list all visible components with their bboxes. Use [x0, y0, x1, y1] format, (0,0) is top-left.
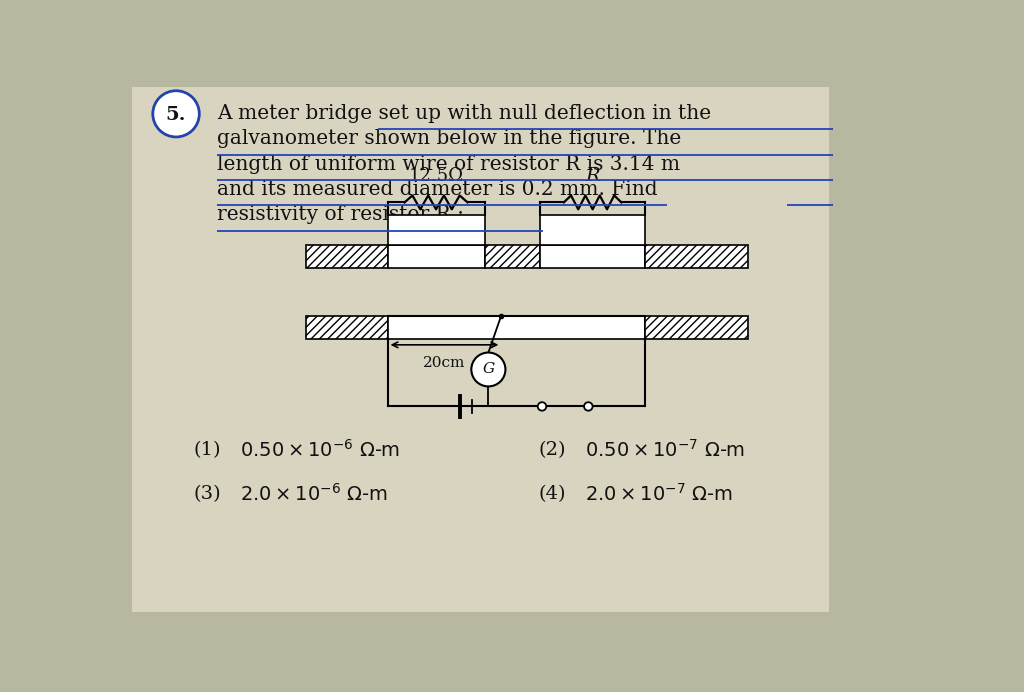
- Bar: [484, 245, 541, 268]
- Bar: [541, 215, 645, 245]
- Text: $0.50 \times 10^{-6}\ \Omega\text{-m}$: $0.50 \times 10^{-6}\ \Omega\text{-m}$: [241, 439, 400, 462]
- Bar: [541, 245, 645, 268]
- Bar: [388, 215, 484, 245]
- Text: (4): (4): [539, 485, 566, 503]
- Text: resistivity of resistor R :: resistivity of resistor R :: [217, 206, 464, 224]
- Text: 12.5Ω: 12.5Ω: [409, 167, 464, 185]
- Text: A meter bridge set up with null deflection in the: A meter bridge set up with null deflecti…: [217, 104, 712, 122]
- Text: R: R: [586, 167, 600, 185]
- Text: length of uniform wire of resistor R is 3.14 m: length of uniform wire of resistor R is …: [217, 154, 680, 174]
- Bar: [306, 245, 388, 268]
- Text: and its measured diameter is 0.2 mm. Find: and its measured diameter is 0.2 mm. Fin…: [217, 180, 657, 199]
- Circle shape: [153, 91, 200, 137]
- Text: $2.0 \times 10^{-6}\ \Omega\text{-m}$: $2.0 \times 10^{-6}\ \Omega\text{-m}$: [241, 483, 388, 505]
- Bar: [645, 245, 748, 268]
- Text: (2): (2): [539, 441, 566, 459]
- Bar: [388, 316, 645, 338]
- Text: galvanometer shown below in the figure. The: galvanometer shown below in the figure. …: [217, 129, 681, 148]
- Text: $2.0 \times 10^{-7}\ \Omega\text{-m}$: $2.0 \times 10^{-7}\ \Omega\text{-m}$: [586, 483, 733, 505]
- Bar: [306, 316, 388, 338]
- Bar: [388, 245, 484, 268]
- Bar: [645, 316, 748, 338]
- Text: G: G: [482, 363, 495, 376]
- Circle shape: [584, 402, 593, 410]
- Bar: [132, 87, 829, 612]
- Circle shape: [471, 352, 506, 386]
- Circle shape: [538, 402, 546, 410]
- Text: (3): (3): [194, 485, 221, 503]
- Text: 20cm: 20cm: [423, 356, 466, 370]
- Text: 5.: 5.: [166, 107, 186, 125]
- Text: $0.50 \times 10^{-7}\ \Omega\text{-m}$: $0.50 \times 10^{-7}\ \Omega\text{-m}$: [586, 439, 745, 462]
- Text: (1): (1): [194, 441, 221, 459]
